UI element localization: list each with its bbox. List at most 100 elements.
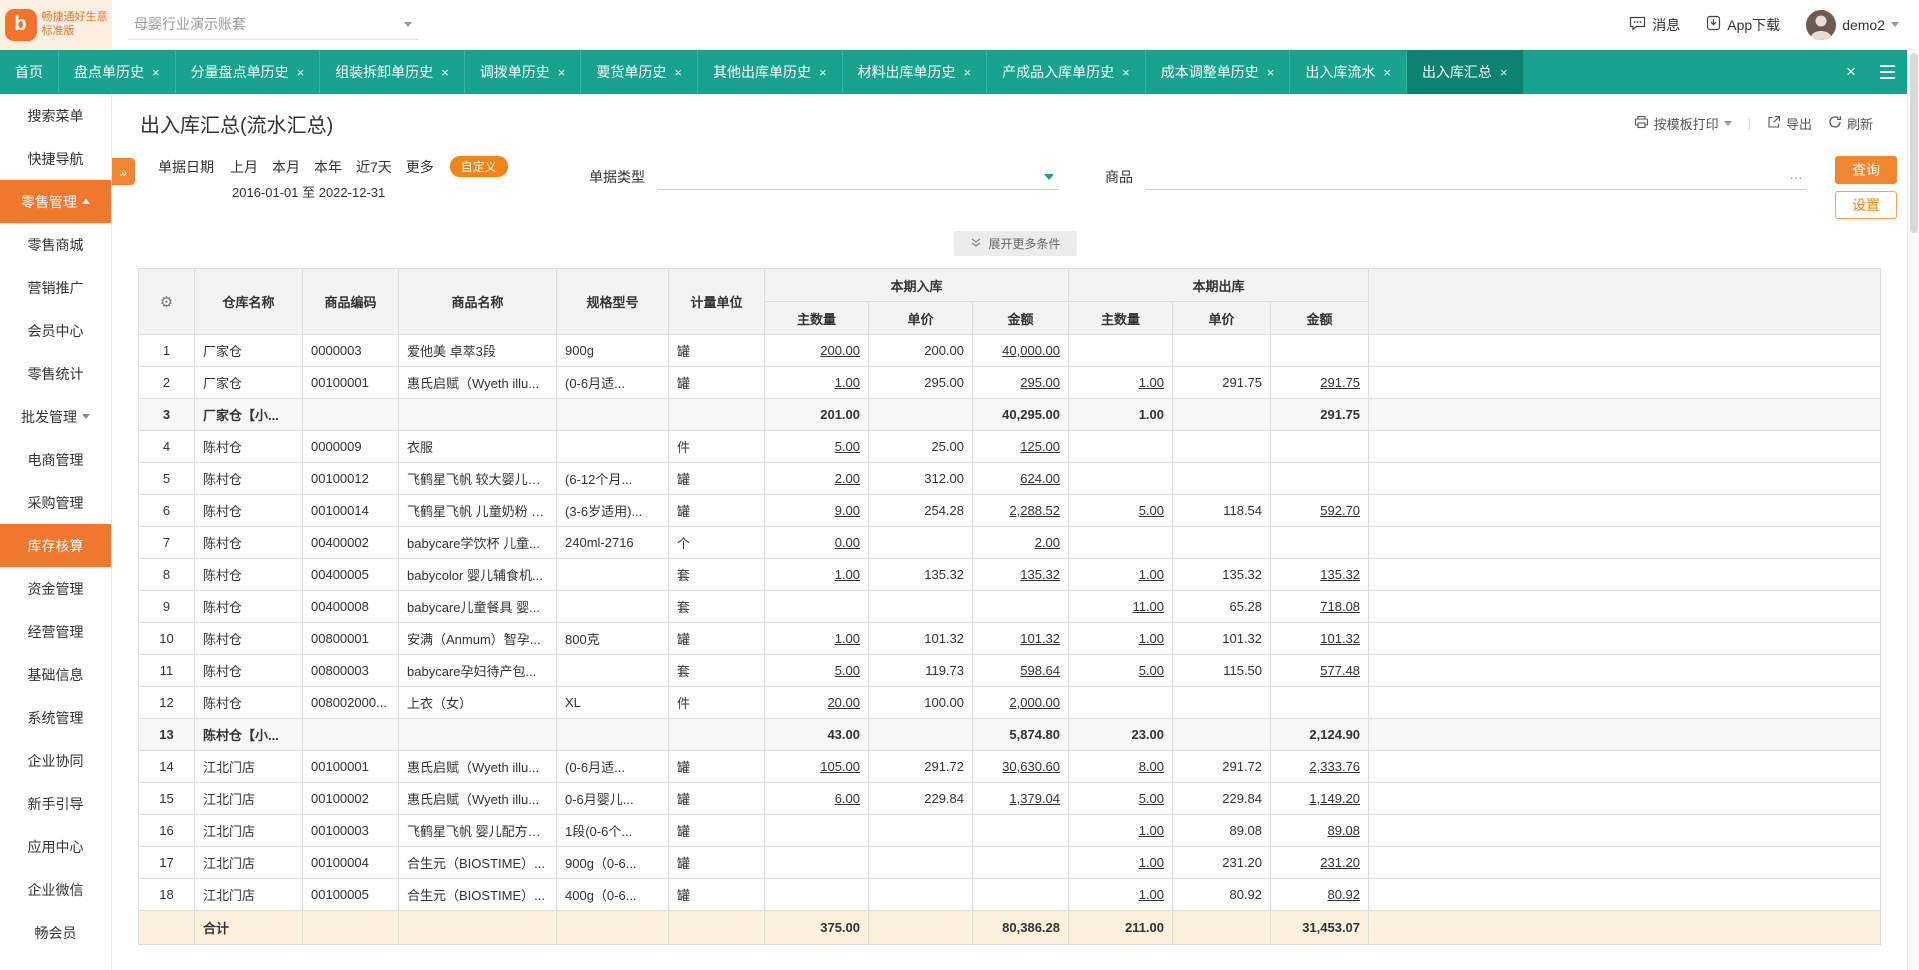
amount-link[interactable]: 1.00 — [1068, 366, 1174, 399]
amount-link[interactable]: 20.00 — [764, 686, 869, 719]
amount-link[interactable]: 135.32 — [1270, 558, 1370, 591]
sidebar-item-营销推广[interactable]: 营销推广 — [0, 266, 111, 309]
tab-材料出库单历史[interactable]: 材料出库单历史 × — [843, 50, 988, 94]
amount-link[interactable]: 295.00 — [971, 366, 1070, 399]
amount-link[interactable]: 2.00 — [764, 462, 869, 495]
amount-link[interactable]: 101.32 — [971, 622, 1070, 655]
date-option-本月[interactable]: 本月 — [272, 158, 300, 175]
tab-close-icon[interactable]: × — [1383, 64, 1391, 80]
sidebar-item-零售管理[interactable]: 零售管理 — [0, 180, 111, 223]
tab-盘点单历史[interactable]: 盘点单历史 × — [59, 50, 176, 94]
amount-link[interactable]: 624.00 — [971, 462, 1070, 495]
tab-其他出库单历史[interactable]: 其他出库单历史 × — [698, 50, 843, 94]
amount-link[interactable]: 1.00 — [1068, 814, 1174, 847]
sidebar-item-会员中心[interactable]: 会员中心 — [0, 309, 111, 352]
amount-link[interactable]: 9.00 — [764, 494, 869, 527]
custom-date-badge[interactable]: 自定义 — [449, 156, 508, 177]
sidebar-item-企业协同[interactable]: 企业协同 — [0, 739, 111, 782]
print-by-template-button[interactable]: 按模板打印 — [1634, 114, 1732, 133]
expand-more-button[interactable]: 展开更多条件 — [954, 231, 1077, 256]
amount-link[interactable]: 592.70 — [1270, 494, 1370, 527]
date-option-本年[interactable]: 本年 — [314, 158, 342, 175]
amount-link[interactable]: 2,333.76 — [1270, 750, 1370, 783]
date-option-近7天[interactable]: 近7天 — [356, 158, 392, 175]
sidebar-item-批发管理[interactable]: 批发管理 — [0, 395, 111, 438]
tab-成本调整单历史[interactable]: 成本调整单历史 × — [1146, 50, 1291, 94]
tab-组装拆卸单历史[interactable]: 组装拆卸单历史 × — [320, 50, 465, 94]
sidebar-item-零售商城[interactable]: 零售商城 — [0, 223, 111, 266]
sidebar-item-快捷导航[interactable]: 快捷导航 — [0, 137, 111, 180]
amount-link[interactable]: 577.48 — [1270, 654, 1370, 687]
amount-link[interactable]: 105.00 — [764, 750, 869, 783]
close-all-tabs-button[interactable]: × — [1846, 62, 1856, 81]
date-option-更多[interactable]: 更多 — [405, 158, 434, 175]
scrollbar-thumb[interactable] — [1909, 53, 1918, 233]
sidebar-item-电商管理[interactable]: 电商管理 — [0, 438, 111, 481]
amount-link[interactable]: 291.75 — [1270, 366, 1370, 399]
date-range-value[interactable]: 2016-01-01 至 2022-12-31 — [232, 185, 386, 200]
tab-出入库汇总[interactable]: 出入库汇总 × — [1406, 50, 1524, 94]
tab-close-icon[interactable]: × — [1266, 64, 1275, 80]
app-logo[interactable]: b 畅捷通好生意 标准版 — [0, 0, 112, 49]
amount-link[interactable]: 1.00 — [1068, 622, 1174, 655]
amount-link[interactable]: 5.00 — [764, 430, 869, 463]
amount-link[interactable]: 598.64 — [971, 654, 1070, 687]
amount-link[interactable]: 89.08 — [1270, 814, 1370, 847]
doc-type-select[interactable] — [657, 163, 1059, 190]
tab-调拨单历史[interactable]: 调拨单历史 × — [465, 50, 582, 94]
sidebar-item-畅会员[interactable]: 畅会员 — [0, 911, 111, 954]
amount-link[interactable]: 2,288.52 — [971, 494, 1070, 527]
sidebar-item-库存核算[interactable]: 库存核算 — [0, 524, 111, 567]
amount-link[interactable]: 101.32 — [1270, 622, 1370, 655]
tab-要货单历史[interactable]: 要货单历史 × — [581, 50, 698, 94]
amount-link[interactable]: 30,630.60 — [971, 750, 1070, 783]
date-option-上月[interactable]: 上月 — [230, 158, 258, 175]
amount-link[interactable]: 1.00 — [1068, 846, 1174, 879]
amount-link[interactable]: 11.00 — [1068, 590, 1174, 623]
sidebar-item-采购管理[interactable]: 采购管理 — [0, 481, 111, 524]
sidebar-item-应用中心[interactable]: 应用中心 — [0, 825, 111, 868]
tab-分量盘点单历史[interactable]: 分量盘点单历史 × — [176, 50, 321, 94]
amount-link[interactable]: 1.00 — [1068, 558, 1174, 591]
amount-link[interactable]: 200.00 — [764, 334, 869, 367]
amount-link[interactable]: 1,379.04 — [971, 782, 1070, 815]
account-select[interactable]: 母婴行业演示账套 — [128, 10, 418, 40]
tab-close-icon[interactable]: × — [152, 64, 160, 80]
sidebar-item-经营管理[interactable]: 经营管理 — [0, 610, 111, 653]
tab-close-icon[interactable]: × — [557, 64, 566, 80]
export-button[interactable]: 导出 — [1767, 114, 1812, 133]
tab-close-icon[interactable]: × — [818, 64, 827, 80]
amount-link[interactable]: 1.00 — [1068, 878, 1174, 911]
messages-button[interactable]: 消息 — [1629, 15, 1680, 35]
amount-link[interactable]: 231.20 — [1270, 846, 1370, 879]
sidebar-item-零售统计[interactable]: 零售统计 — [0, 352, 111, 395]
amount-link[interactable]: 40,000.00 — [971, 334, 1070, 367]
amount-link[interactable]: 2.00 — [971, 526, 1070, 559]
tab-出入库流水[interactable]: 出入库流水 × — [1290, 50, 1407, 94]
settings-button[interactable]: 设置 — [1835, 191, 1897, 219]
more-options-icon[interactable]: … — [1789, 166, 1804, 182]
amount-link[interactable]: 5.00 — [1068, 654, 1174, 687]
sidebar-item-基础信息[interactable]: 基础信息 — [0, 653, 111, 696]
amount-link[interactable]: 135.32 — [971, 558, 1070, 591]
amount-link[interactable]: 0.00 — [764, 526, 869, 559]
tab-close-icon[interactable]: × — [1122, 64, 1130, 80]
sidebar-item-搜索菜单[interactable]: 搜索菜单 — [0, 94, 111, 137]
amount-link[interactable]: 5.00 — [1068, 494, 1174, 527]
sidebar-item-资金管理[interactable]: 资金管理 — [0, 567, 111, 610]
column-settings-button[interactable]: ⚙ — [138, 268, 195, 335]
sidebar-item-系统管理[interactable]: 系统管理 — [0, 696, 111, 739]
tab-list-menu-button[interactable] — [1869, 50, 1905, 94]
amount-link[interactable]: 5.00 — [1068, 782, 1174, 815]
app-download-button[interactable]: App下载 — [1706, 15, 1780, 35]
query-button[interactable]: 查询 — [1835, 156, 1897, 184]
amount-link[interactable]: 1.00 — [764, 558, 869, 591]
amount-link[interactable]: 1,149.20 — [1270, 782, 1370, 815]
tab-close-icon[interactable]: × — [963, 64, 972, 80]
collapse-sidebar-button[interactable]: » — [112, 158, 135, 185]
amount-link[interactable]: 8.00 — [1068, 750, 1174, 783]
tab-产成品入库单历史[interactable]: 产成品入库单历史 × — [987, 50, 1146, 94]
amount-link[interactable]: 6.00 — [764, 782, 869, 815]
vertical-scrollbar[interactable] — [1907, 50, 1919, 970]
tab-close-icon[interactable]: × — [1499, 64, 1508, 80]
